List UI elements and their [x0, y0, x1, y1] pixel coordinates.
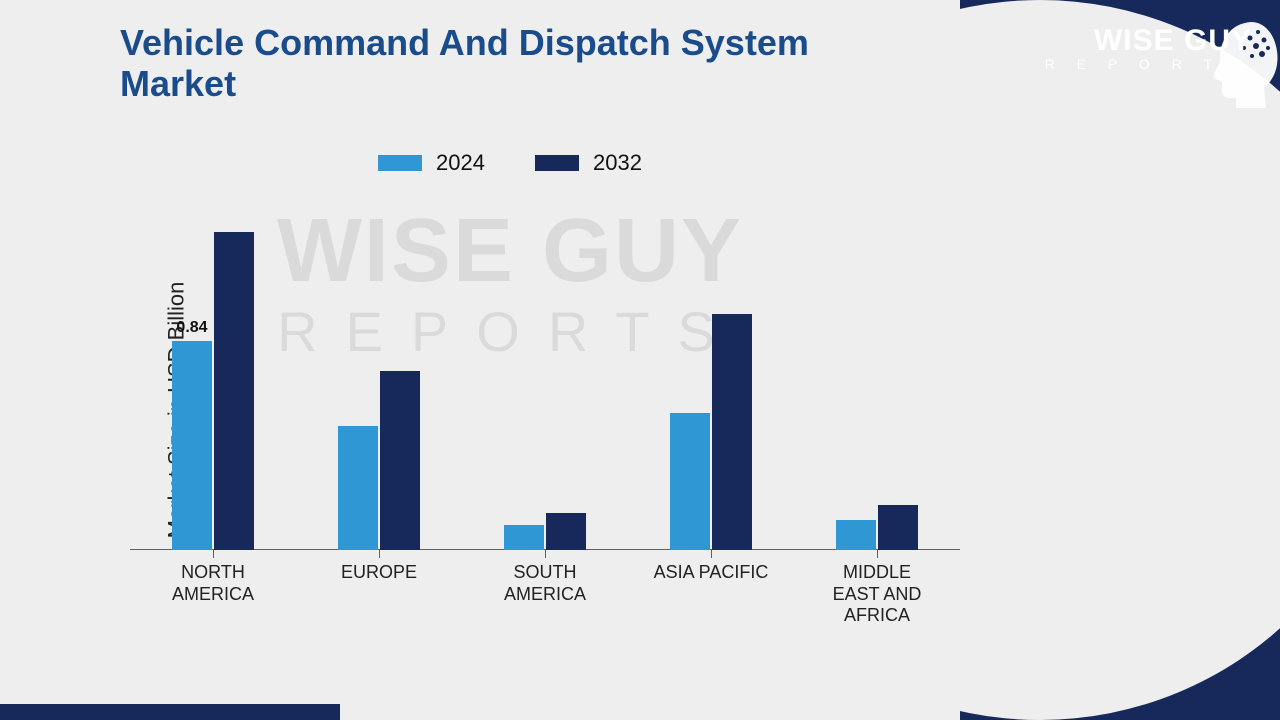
bar-group — [504, 190, 586, 550]
x-axis-label: SOUTH AMERICA — [485, 552, 605, 670]
x-axis-label: EUROPE — [319, 552, 439, 670]
x-axis-label: MIDDLE EAST AND AFRICA — [817, 552, 937, 670]
footer-accent-bar — [0, 704, 340, 720]
legend: 2024 2032 — [60, 150, 960, 176]
x-axis-tick — [711, 550, 712, 558]
bar-2024: 0.84 — [172, 341, 212, 550]
brand-line1: WISE GUY — [1045, 24, 1252, 58]
bar-2032 — [878, 505, 918, 550]
brand-logo: WISE GUY R E P O R T S — [1045, 24, 1252, 72]
brand-line2: R E P O R T S — [1045, 56, 1252, 72]
bar-2032 — [214, 232, 254, 550]
legend-swatch-2024 — [378, 155, 422, 171]
bar-group: 0.84 — [172, 190, 254, 550]
bar-group — [338, 190, 420, 550]
x-axis-label-text: EUROPE — [319, 562, 439, 584]
bar-group — [670, 190, 752, 550]
x-axis-labels: NORTH AMERICA EUROPE SOUTH AMERICA ASIA PAC… — [130, 552, 960, 670]
x-axis-label-text: NORTH AMERICA — [153, 562, 273, 605]
bar-2032 — [712, 314, 752, 550]
bar-2024 — [504, 525, 544, 550]
bar-2032 — [546, 513, 586, 550]
x-axis-tick — [379, 550, 380, 558]
plot-area: 0.84 — [130, 190, 960, 550]
bar-groups: 0.84 — [130, 190, 960, 550]
x-axis-label: NORTH AMERICA — [153, 552, 273, 670]
legend-item-2024: 2024 — [378, 150, 485, 176]
x-axis-tick — [213, 550, 214, 558]
bar-2024 — [836, 520, 876, 550]
x-axis-label: ASIA PACIFIC — [651, 552, 771, 670]
x-axis-label-text: ASIA PACIFIC — [651, 562, 771, 584]
chart-title: Vehicle Command And Dispatch System Mark… — [120, 22, 920, 105]
legend-label-2032: 2032 — [593, 150, 642, 176]
bar-2024 — [338, 426, 378, 550]
bar-2032 — [380, 371, 420, 550]
bar-group — [836, 190, 918, 550]
bar-value-label: 0.84 — [176, 319, 207, 337]
legend-swatch-2032 — [535, 155, 579, 171]
x-axis-tick — [877, 550, 878, 558]
x-axis-tick — [545, 550, 546, 558]
chart: Market Size in USD Billion 2024 2032 0.8… — [60, 150, 960, 670]
legend-label-2024: 2024 — [436, 150, 485, 176]
x-axis-label-text: MIDDLE EAST AND AFRICA — [817, 562, 937, 627]
bar-2024 — [670, 413, 710, 550]
legend-item-2032: 2032 — [535, 150, 642, 176]
x-axis-label-text: SOUTH AMERICA — [485, 562, 605, 605]
